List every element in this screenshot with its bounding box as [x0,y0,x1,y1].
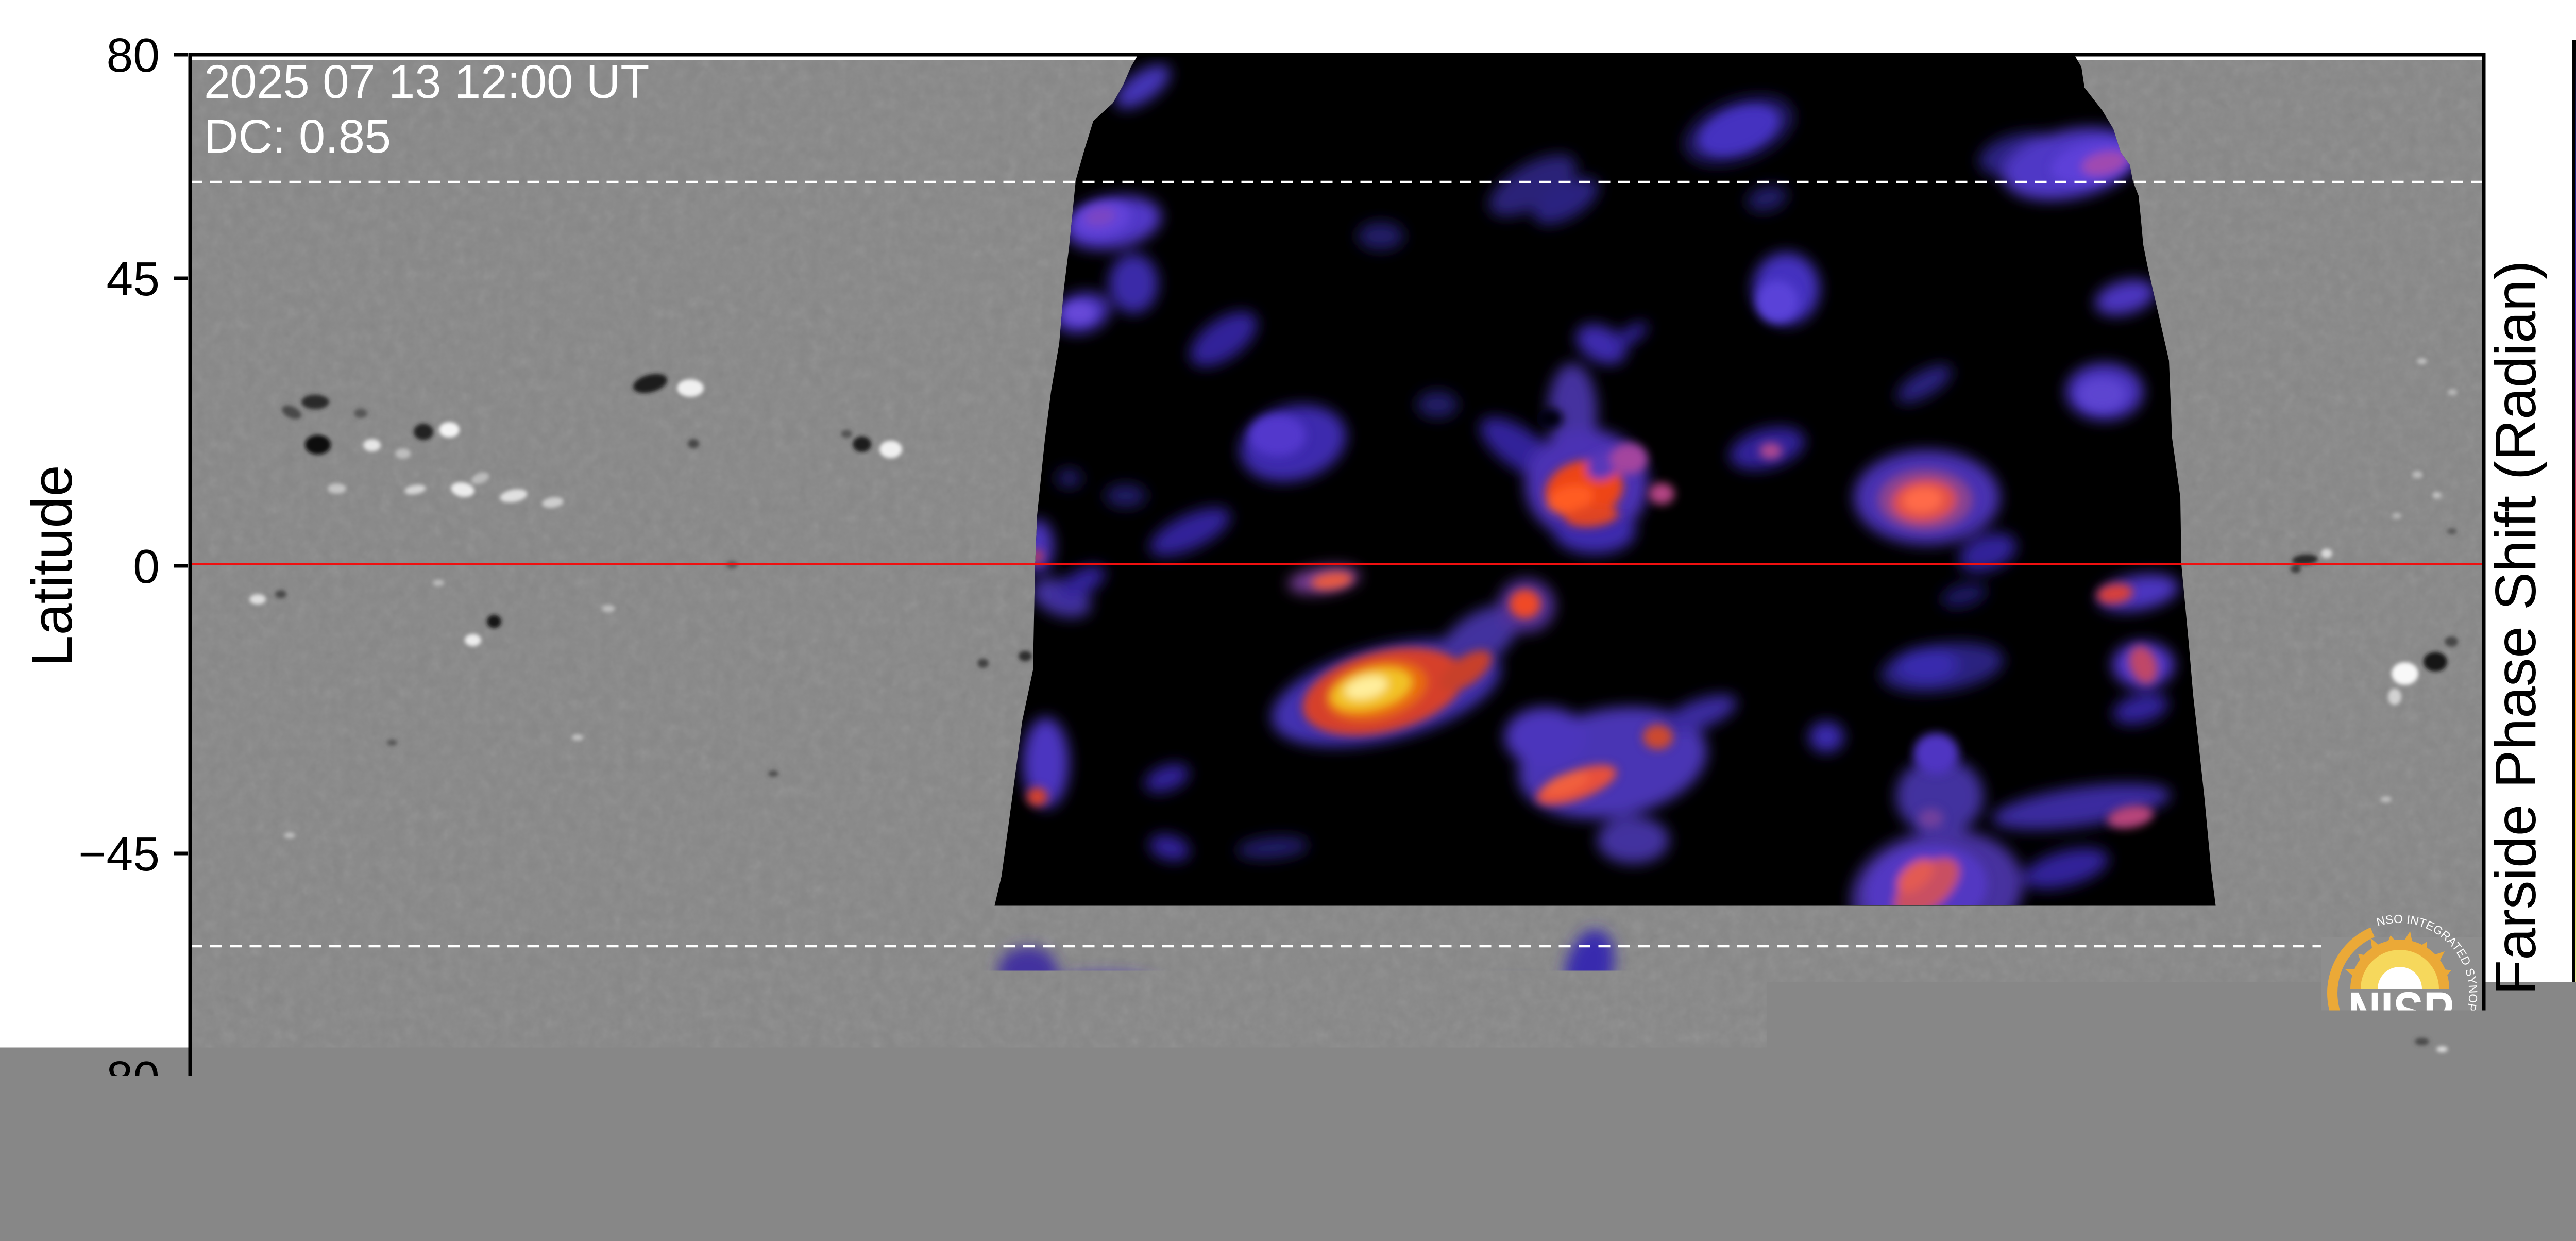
svg-text:−80: −80 [78,1051,160,1105]
svg-text:0: 0 [177,1098,204,1151]
svg-text:120: 120 [914,1098,994,1151]
svg-text:Latitude: Latitude [21,465,84,666]
svg-text:0: 0 [133,540,160,593]
svg-text:Farside Phase Shift (Radian): Farside Phase Shift (Radian) [2484,260,2548,995]
svg-text:−45: −45 [78,827,160,881]
svg-text:2025 07 13 12:00 UT: 2025 07 13 12:00 UT [204,56,649,108]
svg-text:180: 180 [1297,1098,1377,1151]
svg-text:Carrington Longitude: Carrington Longitude [1072,1168,1601,1231]
svg-text:240: 240 [1679,1098,1759,1151]
svg-text:45: 45 [107,252,160,306]
svg-text:360: 360 [2444,1098,2523,1151]
svg-text:300: 300 [2061,1098,2141,1151]
svg-text:NISP: NISP [2348,981,2453,1045]
svg-text:80: 80 [107,28,160,82]
svg-text:DC: 0.85: DC: 0.85 [204,110,391,163]
svg-text:60: 60 [546,1098,599,1151]
